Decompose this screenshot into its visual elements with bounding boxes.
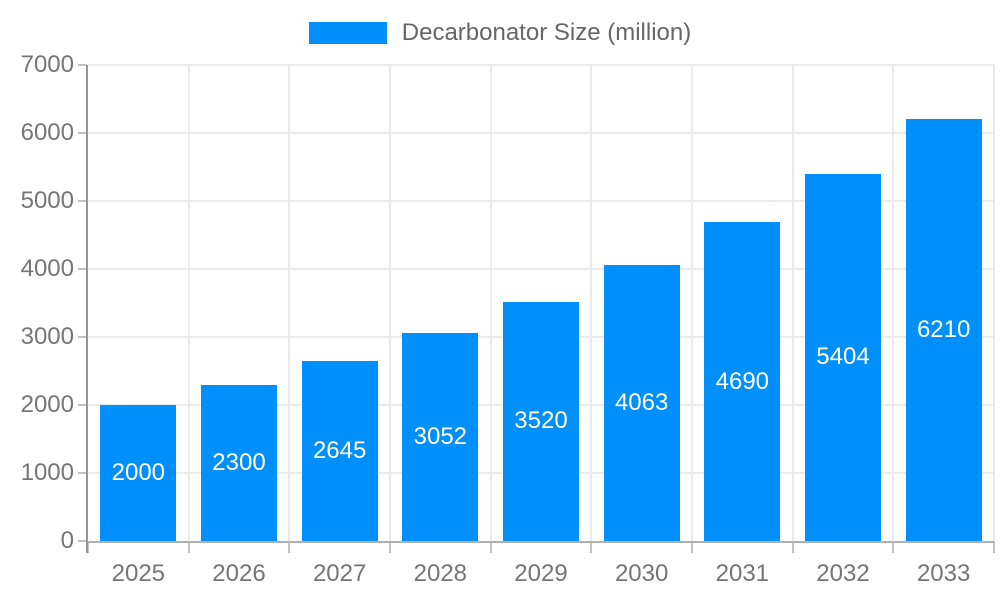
x-gridline — [691, 65, 693, 541]
x-axis-category-label: 2026 — [212, 560, 266, 587]
x-axis-tick — [489, 541, 492, 553]
bar-2026: 2300 — [201, 384, 277, 541]
y-axis-tick-label: 6000 — [20, 119, 74, 146]
x-gridline — [187, 65, 190, 541]
y-axis-tick-label: 5000 — [20, 187, 74, 214]
y-axis-tick — [78, 404, 87, 406]
y-gridline — [88, 268, 994, 270]
x-axis-tick — [389, 541, 391, 553]
x-axis-tick — [187, 541, 190, 553]
y-gridline — [88, 200, 994, 202]
y-axis-tick-label: 2000 — [20, 391, 74, 418]
y-axis-tick-label: 1000 — [20, 459, 74, 486]
x-axis-tick — [288, 541, 291, 553]
bar-value-label: 3052 — [413, 423, 468, 451]
bar-value-label: 2000 — [111, 459, 166, 486]
y-gridline — [88, 132, 994, 134]
x-axis-category-label: 2033 — [916, 560, 971, 587]
bar-2029: 3520 — [503, 301, 579, 541]
x-axis-tick — [691, 541, 693, 553]
y-axis-line — [86, 65, 88, 553]
x-axis-tick — [892, 541, 895, 553]
x-axis-category-label: 2031 — [715, 560, 770, 587]
bar-2033: 6210 — [905, 118, 982, 541]
x-axis-category-label: 2028 — [413, 560, 468, 587]
y-axis-tick — [78, 200, 87, 202]
x-axis-category-label: 2025 — [111, 560, 166, 587]
x-axis-tick — [791, 541, 794, 553]
x-axis-category-label: 2032 — [816, 560, 870, 587]
bar-value-label: 2645 — [312, 437, 367, 465]
bar-2031: 4690 — [704, 222, 781, 541]
y-axis-tick — [78, 472, 87, 474]
bar-value-label: 3520 — [514, 407, 568, 435]
x-axis-line — [88, 541, 994, 543]
bar-2032: 5404 — [805, 173, 881, 541]
x-gridline — [791, 65, 794, 541]
x-gridline — [489, 65, 492, 541]
x-gridline — [389, 65, 391, 541]
bar-2028: 3052 — [402, 333, 479, 541]
y-axis-tick-label: 7000 — [20, 51, 74, 78]
plot-area: 0 1000 2000 3000 4000 5000 6000 7000 2000 2025 230… — [21, 51, 995, 587]
legend-swatch — [308, 22, 387, 44]
x-gridline — [288, 65, 291, 541]
y-axis-tick — [78, 268, 87, 270]
y-axis-tick-label: 0 — [60, 527, 74, 554]
bar-2027: 2645 — [301, 361, 378, 541]
x-axis-tick — [993, 541, 995, 553]
bar-2025: 2000 — [100, 405, 177, 541]
x-gridline — [892, 65, 895, 541]
x-axis-category-label: 2029 — [514, 560, 568, 587]
y-gridline — [88, 64, 994, 66]
legend: Decarbonator Size (million) — [0, 20, 1000, 46]
y-axis-tick-label: 3000 — [20, 323, 74, 350]
y-axis-tick-label: 4000 — [20, 255, 74, 282]
x-axis-tick — [590, 541, 593, 553]
y-axis-tick — [78, 540, 87, 542]
x-axis-tick — [87, 541, 89, 553]
y-axis-tick — [78, 64, 87, 66]
bar-value-label: 4063 — [614, 388, 669, 416]
x-axis-category-label: 2030 — [614, 560, 669, 587]
x-gridline — [590, 65, 593, 541]
bar-value-label: 6210 — [916, 315, 971, 343]
legend-label: Decarbonator Size (million) — [401, 19, 692, 46]
y-axis-tick — [78, 336, 87, 338]
bar-value-label: 2300 — [212, 448, 266, 476]
x-axis-category-label: 2027 — [312, 560, 367, 587]
bar-value-label: 4690 — [715, 367, 770, 395]
x-gridline — [993, 65, 995, 541]
bar-2030: 4063 — [603, 264, 680, 541]
y-axis-tick — [78, 132, 87, 134]
bar-value-label: 5404 — [816, 343, 870, 371]
